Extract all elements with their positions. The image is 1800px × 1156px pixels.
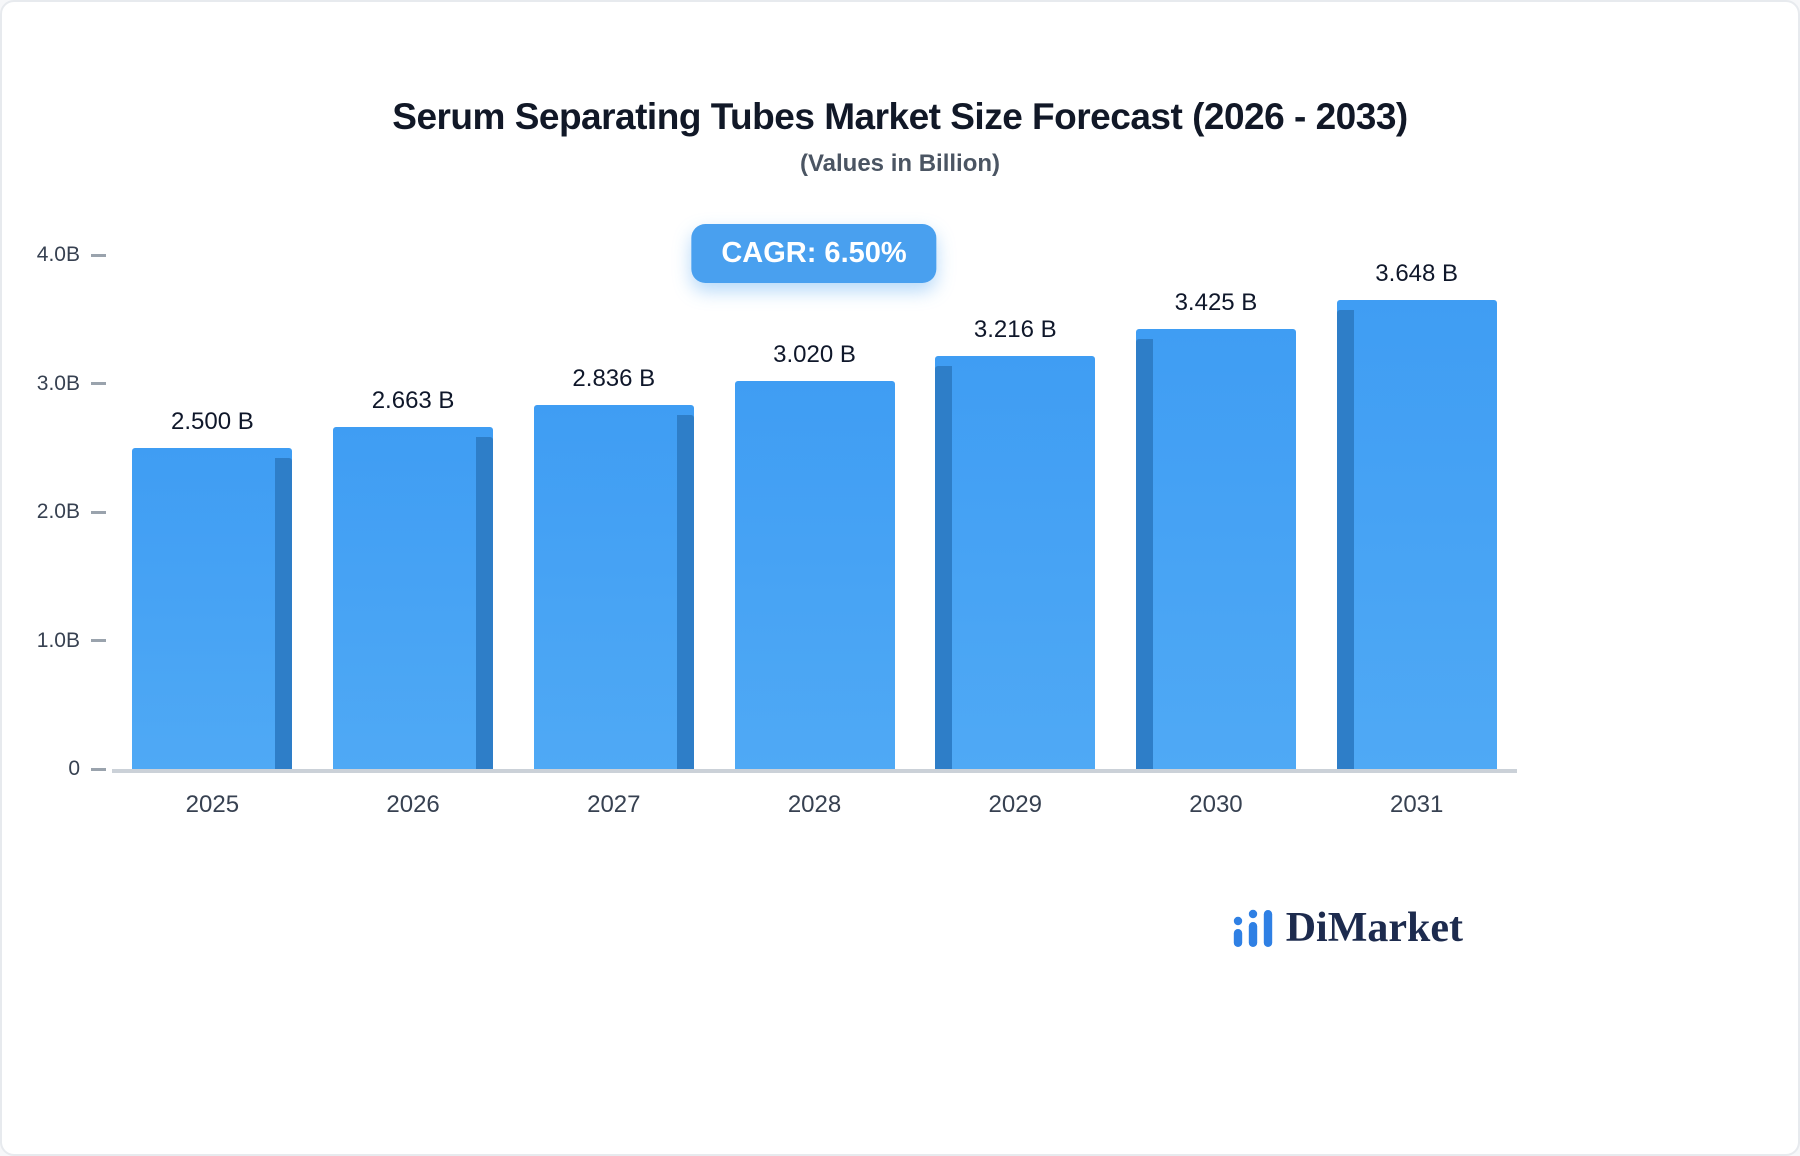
bar-group: 2.500 B: [112, 255, 313, 769]
bar-group: 3.648 B: [1316, 255, 1517, 769]
y-axis-tick: 1.0B: [2, 628, 112, 653]
bar-value-label: 2.663 B: [371, 386, 455, 414]
bar: [1336, 300, 1497, 769]
y-axis-tick-label: 3.0B: [36, 371, 80, 395]
bar-value-label: 3.216 B: [973, 315, 1057, 343]
bar: [333, 426, 494, 769]
bar-group: 3.216 B: [915, 255, 1116, 769]
y-axis-tick-mark: [91, 639, 106, 642]
x-axis-label: 2029: [988, 791, 1042, 818]
bar-side-face: [275, 457, 293, 769]
brand-logo-text: DiMarket: [1285, 905, 1463, 951]
y-axis-tick-label: 4.0B: [36, 243, 80, 266]
plot-area: 2.500 B 2.663 B 2.836 B 3.020 B 3.216 B 3.425…: [37, 243, 1517, 780]
x-axis-label: 2025: [185, 791, 240, 818]
bar-side-face: [676, 414, 694, 769]
y-axis-tick-mark: [91, 510, 106, 514]
bar-chart-icon: [1230, 905, 1276, 951]
bar-side-face: [935, 365, 953, 769]
y-axis-tick-label: 1.0B: [36, 628, 80, 652]
x-axis-label: 2031: [1389, 791, 1444, 818]
bar-group: 3.425 B: [1116, 255, 1317, 769]
x-axis-label: 2030: [1189, 791, 1243, 818]
bar-value-label: 3.648 B: [1375, 260, 1459, 288]
y-axis-tick-mark: [91, 382, 106, 385]
bar-value-label: 2.500 B: [170, 407, 254, 435]
x-axis-label: 2028: [787, 791, 842, 818]
bar: [1135, 328, 1296, 769]
bar-value-label: 2.836 B: [572, 364, 656, 392]
y-axis-tick-label: 0: [68, 757, 80, 780]
bar-value-label: 3.020 B: [773, 340, 856, 368]
bar: [734, 380, 895, 769]
chart-title: Serum Separating Tubes Market Size Forec…: [392, 96, 1408, 137]
y-axis-tick-mark: [91, 767, 106, 771]
bar: [132, 447, 293, 769]
x-axis-label: 2026: [386, 791, 440, 818]
bar-group: 3.020 B: [714, 255, 915, 769]
x-axis-labels: 2025 2026 2027 2028 2029 2030 2031: [112, 791, 1517, 819]
bars-row: 2.500 B 2.663 B 2.836 B 3.020 B 3.216 B 3.425…: [112, 255, 1517, 769]
bar-value-label: 3.425 B: [1174, 288, 1258, 316]
y-axis-tick-mark: [91, 253, 106, 257]
y-axis-tick: 0: [2, 757, 112, 781]
bar-side-face: [1336, 310, 1354, 769]
cagr-badge: CAGR: 6.50%: [691, 224, 937, 283]
brand-logo: DiMarket: [1230, 905, 1463, 951]
bar: [935, 355, 1096, 769]
bar-group: 2.663 B: [313, 255, 514, 769]
y-axis-tick: 4.0B: [2, 243, 112, 267]
y-axis-tick: 3.0B: [2, 371, 112, 396]
bar-side-face: [1135, 338, 1153, 769]
x-axis-label: 2027: [587, 791, 641, 818]
y-axis-tick: 2.0B: [2, 500, 112, 524]
bar-side-face: [476, 436, 494, 769]
bar: [533, 404, 694, 769]
bar-group: 2.836 B: [513, 255, 714, 769]
y-axis-tick-label: 2.0B: [36, 500, 80, 523]
chart-subtitle: (Values in Billion): [799, 150, 1001, 177]
